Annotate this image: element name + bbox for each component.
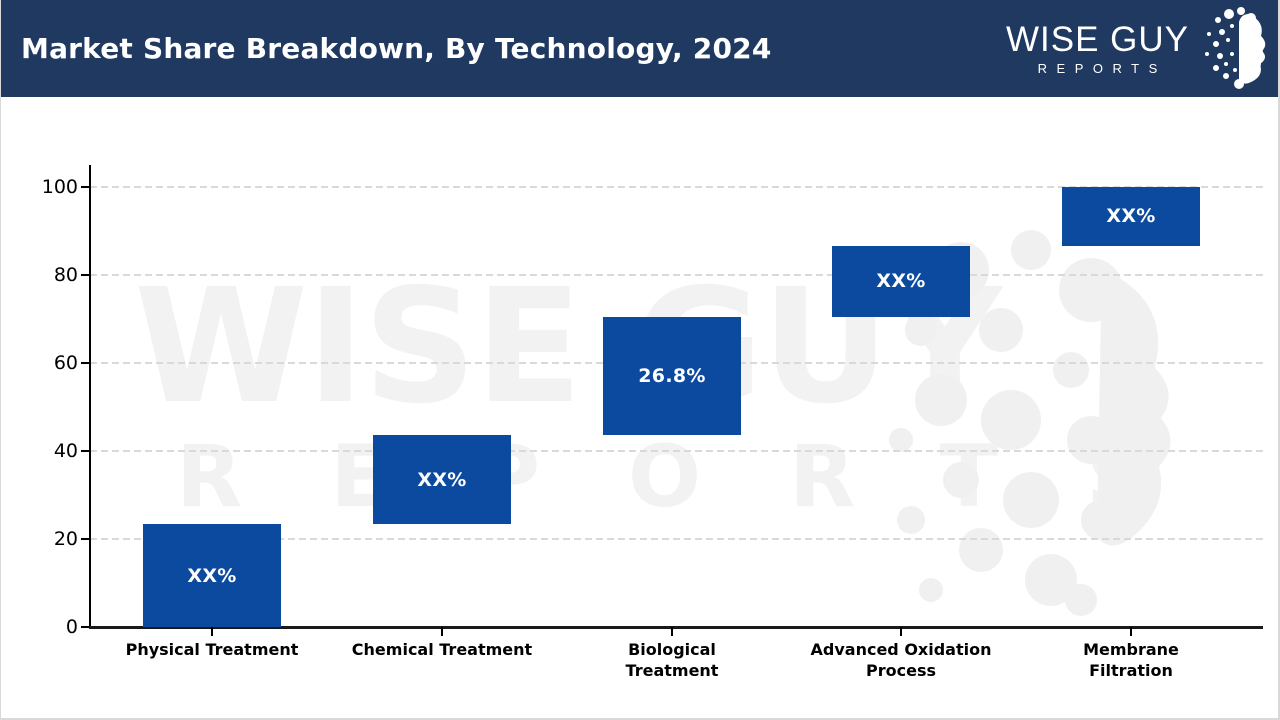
y-tick-mark xyxy=(81,362,89,364)
y-tick-mark xyxy=(81,450,89,452)
y-tick-label: 0 xyxy=(65,616,78,638)
bar-segment: 26.8% xyxy=(603,317,741,436)
watermark-subword: REPORTS xyxy=(176,427,1237,527)
x-tick-mark xyxy=(441,627,443,636)
page-title: Market Share Breakdown, By Technology, 2… xyxy=(21,32,772,65)
gridline xyxy=(90,450,1263,452)
bar-value-label: XX% xyxy=(187,564,237,587)
y-tick-label: 20 xyxy=(53,528,78,550)
bar-value-label: 26.8% xyxy=(638,365,706,388)
bar-value-label: XX% xyxy=(1106,205,1156,228)
x-category-label-line: Process xyxy=(866,660,936,680)
bar-value-label: XX% xyxy=(417,468,467,491)
x-category-label: Biological Treatment xyxy=(557,640,787,682)
y-tick-label: 80 xyxy=(53,264,78,286)
y-tick-label: 60 xyxy=(53,352,78,374)
x-category-label-line: Treatment xyxy=(625,660,719,680)
y-tick-mark xyxy=(81,274,89,276)
gridline xyxy=(90,538,1263,540)
bar-segment: XX% xyxy=(373,435,511,525)
x-category-label-line: Physical Treatment xyxy=(125,640,299,659)
bar-segment: XX% xyxy=(832,245,970,318)
x-tick-mark xyxy=(900,627,902,636)
y-axis-line xyxy=(89,165,91,629)
bar-segment: XX% xyxy=(1062,187,1200,246)
gridline xyxy=(90,274,1263,276)
gridline xyxy=(90,186,1263,188)
y-tick-label: 40 xyxy=(53,440,78,462)
x-category-label-line: Membrane xyxy=(1083,640,1179,659)
y-tick-mark xyxy=(81,538,89,540)
wiseguy-logo-text: WISE GUY REPORTS xyxy=(1006,22,1189,75)
y-tick-mark xyxy=(81,186,89,188)
bar-value-label: XX% xyxy=(876,270,926,293)
watermark-head-icon xyxy=(889,230,1171,616)
y-tick-label: 100 xyxy=(41,176,78,198)
x-category-label: Membrane Filtration xyxy=(1016,640,1246,682)
y-tick-mark xyxy=(81,626,89,628)
wiseguy-logo: WISE GUY REPORTS xyxy=(1006,6,1267,92)
x-tick-mark xyxy=(211,627,213,636)
x-category-label: Physical Treatment xyxy=(97,640,327,661)
wiseguy-head-icon xyxy=(1205,6,1266,89)
x-tick-mark xyxy=(1130,627,1132,636)
x-category-label-line: Chemical Treatment xyxy=(351,640,533,659)
header-banner: Market Share Breakdown, By Technology, 2… xyxy=(1,0,1278,97)
bar-segment: XX% xyxy=(143,524,281,627)
wiseguy-logo-subname: REPORTS xyxy=(1037,61,1167,76)
x-category-label-line: Advanced Oxidation xyxy=(810,640,992,659)
x-category-label: Chemical Treatment xyxy=(327,640,557,661)
wiseguy-logo-name: WISE GUY xyxy=(1005,20,1189,59)
x-category-label-line: Biological xyxy=(628,640,716,659)
x-category-label-line: Filtration xyxy=(1089,660,1173,680)
x-category-label: Advanced Oxidation Process xyxy=(786,640,1016,682)
x-tick-mark xyxy=(671,627,673,636)
x-axis-line xyxy=(89,626,1263,629)
